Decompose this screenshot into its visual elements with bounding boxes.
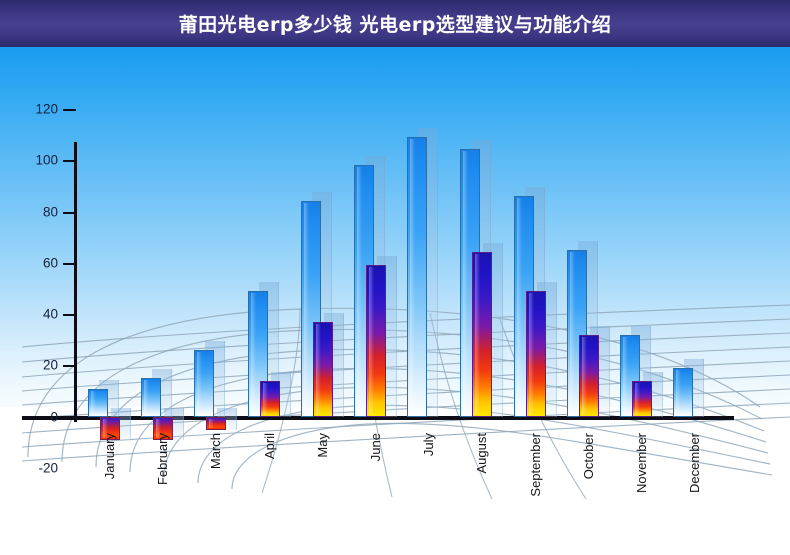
page-title: 莆田光电erp多少钱 光电erp选型建议与功能介绍 — [178, 14, 612, 36]
y-tick-label: 60 — [42, 255, 58, 271]
y-tick-label: 120 — [35, 101, 58, 117]
plot-area: 120 100 80 60 40 20 0 -20 January Februar… — [0, 47, 790, 555]
x-tick-label: April — [261, 433, 277, 460]
x-tick-label: May — [314, 433, 330, 458]
x-tick-label: July — [421, 433, 437, 457]
chart-title-bar: 莆田光电erp多少钱 光电erp选型建议与功能介绍 — [0, 0, 790, 47]
y-tick-label: -20 — [38, 460, 58, 476]
y-tick-label: 0 — [50, 409, 58, 425]
x-tick-label: January — [102, 433, 117, 480]
chart-background-floor — [0, 407, 790, 555]
bar-series-container — [0, 47, 790, 555]
y-tick-label: 40 — [42, 306, 58, 322]
x-tick-label: September — [527, 433, 543, 497]
x-tick-label: February — [155, 433, 171, 486]
x-tick-label: November — [634, 433, 649, 493]
x-tick-label: March — [208, 433, 224, 470]
y-tick-label: 100 — [35, 152, 58, 168]
x-tick-label: August — [474, 433, 490, 474]
x-tick-label: December — [687, 433, 703, 493]
x-tick-label: June — [368, 433, 383, 462]
x-axis-baseline — [22, 416, 734, 420]
y-tick-label: 20 — [42, 357, 58, 373]
y-tick-label: 80 — [42, 204, 58, 220]
y-axis-line — [74, 142, 77, 422]
x-tick-label: October — [580, 433, 596, 480]
x-axis-labels: January February March April May June July Augu… — [0, 47, 790, 555]
